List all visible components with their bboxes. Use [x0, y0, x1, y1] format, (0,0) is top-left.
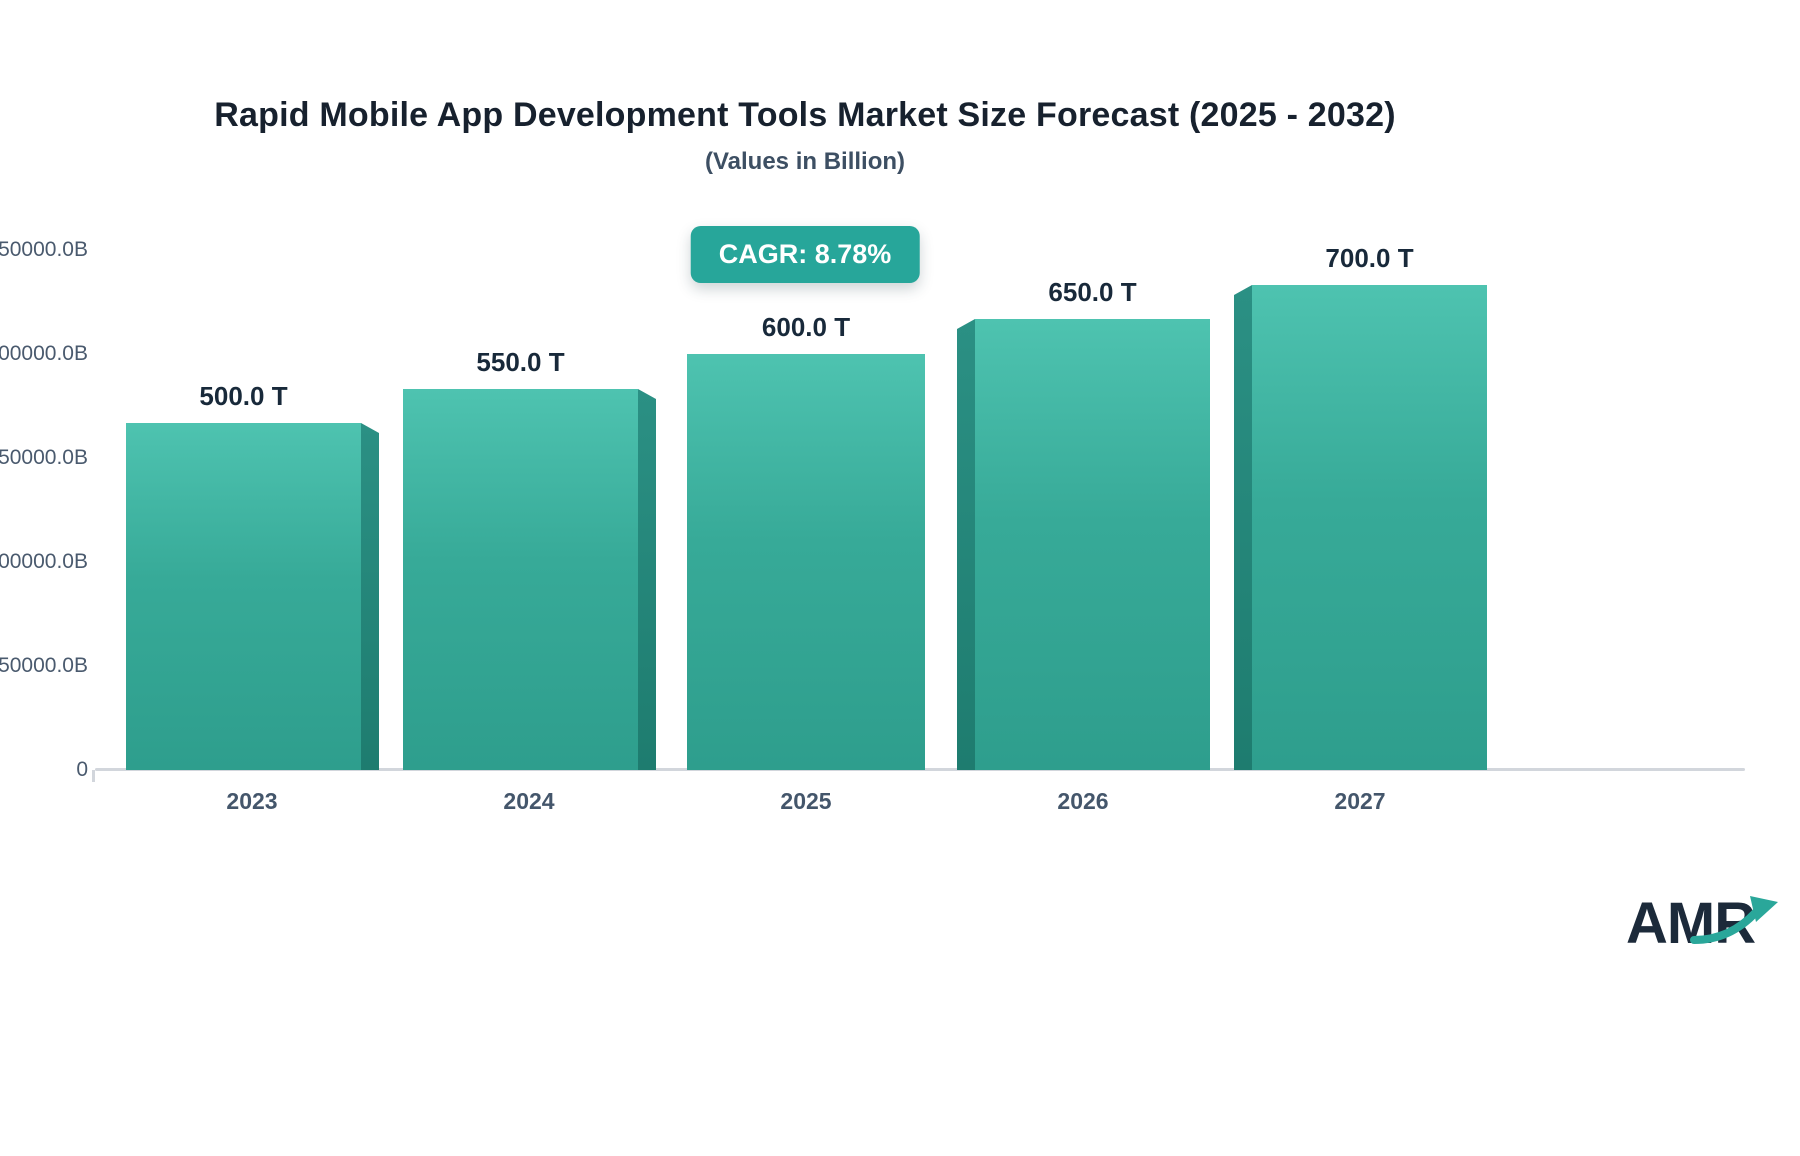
- bar-value-label: 500.0 T: [199, 381, 288, 411]
- bar-face: [1252, 285, 1487, 770]
- x-tick-label: 2025: [780, 788, 832, 814]
- axis-origin-tick: [92, 770, 95, 782]
- bar-side-face: [638, 389, 656, 770]
- y-tick-label: 150000.0B: [0, 654, 88, 677]
- bar-value-label: 650.0 T: [1048, 277, 1137, 307]
- y-tick-label: 450000.0B: [0, 446, 88, 469]
- y-tick-label: 600000.0B: [0, 342, 88, 365]
- amr-logo: AMR: [1626, 890, 1796, 960]
- chart-title: Rapid Mobile App Development Tools Marke…: [214, 96, 1396, 134]
- bar: 650.0 T: [957, 277, 1210, 770]
- x-tick-label: 2026: [1057, 788, 1109, 814]
- trend-arrow-icon: [1690, 896, 1778, 944]
- bar: 700.0 T: [1234, 243, 1487, 770]
- bar-face: [126, 423, 361, 770]
- x-tick-label: 2027: [1334, 788, 1386, 814]
- bar: 600.0 T: [687, 312, 925, 770]
- bar-side-face: [361, 423, 379, 770]
- bar: 550.0 T: [403, 347, 656, 770]
- y-tick-label: 300000.0B: [0, 550, 88, 573]
- bar-value-label: 600.0 T: [761, 312, 851, 342]
- y-tick-label: 0: [76, 758, 88, 781]
- y-axis: 0 150000.0B 300000.0B 450000.0B 600000.0B 750…: [0, 0, 88, 1156]
- x-tick-label: 2024: [503, 788, 555, 814]
- bar-face: [687, 354, 925, 770]
- bar-face: [403, 389, 638, 770]
- y-tick-label: 750000.0B: [0, 238, 88, 261]
- bar-value-label: 550.0 T: [476, 347, 565, 377]
- bar-side-face: [1234, 285, 1252, 770]
- bar-value-label: 700.0 T: [1325, 243, 1414, 273]
- bar-face: [975, 319, 1210, 770]
- bar-side-face: [957, 319, 975, 770]
- chart-subtitle: (Values in Billion): [704, 148, 906, 175]
- x-tick-label: 2023: [226, 788, 278, 814]
- cagr-badge: CAGR: 8.78%: [690, 226, 920, 283]
- bar: 500.0 T: [126, 381, 379, 770]
- logo-text: AMR: [1626, 891, 1756, 956]
